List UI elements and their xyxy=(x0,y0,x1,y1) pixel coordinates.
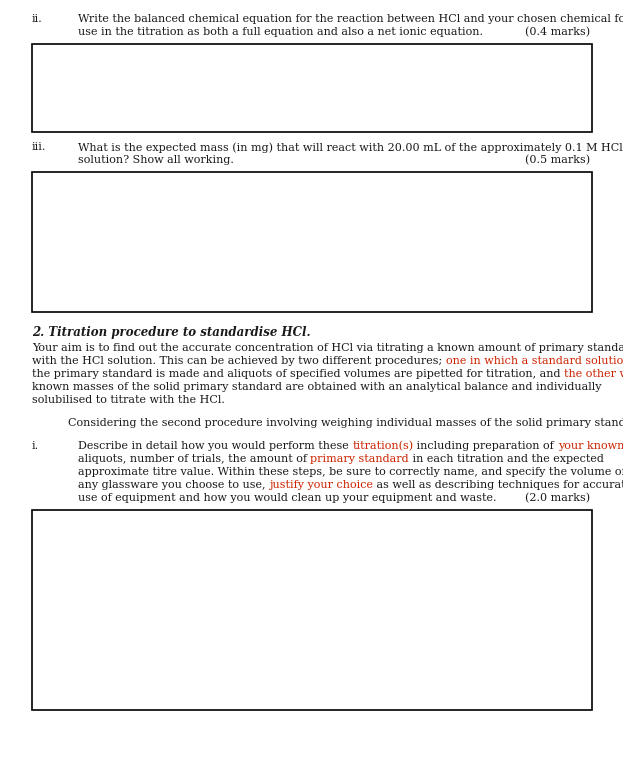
Text: Write the balanced chemical equation for the reaction between HCl and your chose: Write the balanced chemical equation for… xyxy=(78,14,623,24)
Text: use of equipment and how you would clean up your equipment and waste.: use of equipment and how you would clean… xyxy=(78,493,497,503)
Text: What is the expected mass (in mg) that will react with 20.00 mL of the approxima: What is the expected mass (in mg) that w… xyxy=(78,142,623,153)
Text: i.: i. xyxy=(32,441,39,451)
Text: titration(s): titration(s) xyxy=(352,441,414,451)
Text: any glassware you choose to use,: any glassware you choose to use, xyxy=(78,480,269,490)
Text: the other where: the other where xyxy=(564,369,623,379)
Text: ii.: ii. xyxy=(32,14,43,24)
Text: in each titration and the expected: in each titration and the expected xyxy=(409,454,604,464)
Text: (0.4 marks): (0.4 marks) xyxy=(525,27,590,38)
Text: aliquots, number of trials, the amount of: aliquots, number of trials, the amount o… xyxy=(78,454,310,464)
Text: as well as describing techniques for accurate: as well as describing techniques for acc… xyxy=(373,480,623,490)
Bar xyxy=(32,44,592,132)
Text: iii.: iii. xyxy=(32,142,46,152)
Text: approximate titre value. Within these steps, be sure to correctly name, and spec: approximate titre value. Within these st… xyxy=(78,467,623,477)
Text: (0.5 marks): (0.5 marks) xyxy=(525,155,590,165)
Text: including preparation of: including preparation of xyxy=(414,441,558,451)
Text: Your aim is to find out the accurate concentration of HCl via titrating a known : Your aim is to find out the accurate con… xyxy=(32,343,623,353)
Text: the primary standard is made and aliquots of specified volumes are pipetted for : the primary standard is made and aliquot… xyxy=(32,369,564,379)
Text: use in the titration as both a full equation and also a net ionic equation.: use in the titration as both a full equa… xyxy=(78,27,483,37)
Text: one in which a standard solution of: one in which a standard solution of xyxy=(445,356,623,366)
Text: Considering the second procedure involving weighing individual masses of the sol: Considering the second procedure involvi… xyxy=(68,418,623,428)
Text: known masses of the solid primary standard are obtained with an analytical balan: known masses of the solid primary standa… xyxy=(32,382,601,392)
Text: solubilised to titrate with the HCl.: solubilised to titrate with the HCl. xyxy=(32,395,225,405)
Text: (2.0 marks): (2.0 marks) xyxy=(525,493,590,503)
Text: 2. Titration procedure to standardise HCl.: 2. Titration procedure to standardise HC… xyxy=(32,326,311,339)
Text: solution? Show all working.: solution? Show all working. xyxy=(78,155,234,165)
Text: justify your choice: justify your choice xyxy=(269,480,373,490)
Bar xyxy=(32,510,592,710)
Bar xyxy=(32,172,592,312)
Text: Describe in detail how you would perform these: Describe in detail how you would perform… xyxy=(78,441,352,451)
Text: your known: your known xyxy=(558,441,623,451)
Text: with the HCl solution. This can be achieved by two different procedures;: with the HCl solution. This can be achie… xyxy=(32,356,445,366)
Text: primary standard: primary standard xyxy=(310,454,409,464)
